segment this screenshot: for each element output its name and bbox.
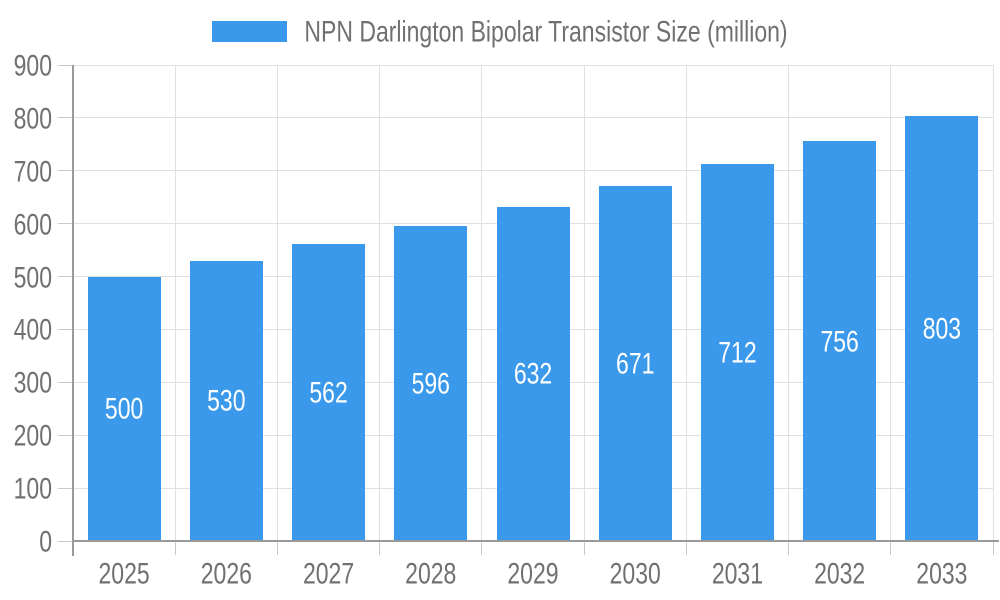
y-axis-tick-label: 700 — [13, 153, 52, 188]
x-axis-label: 2033 — [916, 556, 968, 590]
chart-legend: NPN Darlington Bipolar Transistor Size (… — [0, 13, 1000, 48]
x-axis-label: 2027 — [302, 556, 355, 590]
gridline-vertical — [174, 65, 176, 541]
bar-value-label: 596 — [411, 365, 450, 400]
y-axis-tick-label: 600 — [13, 206, 52, 241]
bar-2030: 671 — [598, 186, 672, 541]
bar-2028: 596 — [394, 225, 468, 541]
y-axis-line — [72, 65, 74, 556]
gridline-horizontal — [73, 170, 993, 172]
x-axis-label: 2026 — [200, 556, 252, 590]
x-axis-label: 2031 — [711, 556, 764, 590]
legend-title: NPN Darlington Bipolar Transistor Size (… — [304, 13, 788, 48]
gridline-vertical — [788, 65, 790, 541]
gridline-vertical — [379, 65, 381, 541]
y-axis-tick-mark — [58, 117, 73, 119]
gridline-horizontal — [73, 117, 993, 119]
x-axis-tick-mark — [992, 541, 994, 555]
bar-value-label: 530 — [207, 383, 246, 418]
gridline-vertical — [583, 65, 585, 541]
bar-value-label: 632 — [513, 356, 553, 391]
x-axis-label: 2028 — [405, 556, 457, 590]
gridline-vertical — [481, 65, 483, 541]
y-axis-tick-label: 800 — [13, 100, 52, 135]
x-axis-tick-mark — [583, 541, 585, 555]
x-axis-label: 2030 — [609, 556, 661, 590]
bar-2033: 803 — [905, 116, 979, 541]
x-axis-tick-mark — [276, 541, 278, 555]
y-axis-tick-mark — [58, 223, 73, 225]
y-axis-tick-mark — [58, 328, 73, 330]
gridline-vertical — [890, 65, 892, 541]
x-axis-label: 2032 — [814, 556, 866, 590]
bar-value-label: 500 — [104, 391, 144, 426]
bar-2027: 562 — [292, 243, 366, 541]
y-axis-tick-label: 500 — [13, 259, 52, 294]
x-axis-tick-mark — [174, 541, 176, 555]
bar-2032: 756 — [803, 141, 877, 541]
bar-value-label: 803 — [922, 311, 962, 345]
bar-value-label: 756 — [820, 323, 859, 358]
x-axis-label: 2025 — [98, 556, 150, 590]
x-axis-tick-mark — [481, 541, 483, 555]
y-axis-tick-mark — [58, 487, 73, 489]
bar-2029: 632 — [496, 206, 570, 541]
bar-value-label: 671 — [616, 345, 655, 380]
bar-2025: 500 — [87, 276, 161, 541]
x-axis-tick-mark — [685, 541, 687, 555]
y-axis-tick-label: 400 — [13, 312, 52, 347]
gridline-vertical — [276, 65, 278, 541]
x-axis-line — [73, 540, 999, 542]
gridline-vertical — [685, 65, 687, 541]
gridline-horizontal — [73, 64, 993, 66]
y-axis-tick-label: 300 — [13, 365, 52, 400]
y-axis-tick-mark — [58, 434, 73, 436]
y-axis-tick-mark — [58, 540, 73, 542]
y-axis-tick-mark — [58, 170, 73, 172]
y-axis-tick-label: 900 — [13, 48, 52, 82]
bar-value-label: 712 — [718, 335, 757, 369]
x-axis-tick-mark — [890, 541, 892, 555]
bar-value-label: 562 — [309, 374, 348, 409]
y-axis-tick-label: 200 — [13, 418, 52, 453]
y-axis-tick-label: 0 — [39, 524, 52, 558]
bar-2031: 712 — [700, 164, 774, 541]
y-axis-tick-label: 100 — [13, 471, 52, 506]
gridline-vertical — [992, 65, 994, 541]
x-axis-tick-mark — [379, 541, 381, 555]
x-axis-tick-mark — [788, 541, 790, 555]
y-axis-tick-mark — [58, 276, 73, 278]
legend-color-swatch — [212, 20, 288, 42]
y-axis-tick-mark — [58, 381, 73, 383]
x-axis-label: 2029 — [507, 556, 559, 590]
y-axis-tick-mark — [58, 64, 73, 66]
bar-2026: 530 — [189, 260, 263, 541]
